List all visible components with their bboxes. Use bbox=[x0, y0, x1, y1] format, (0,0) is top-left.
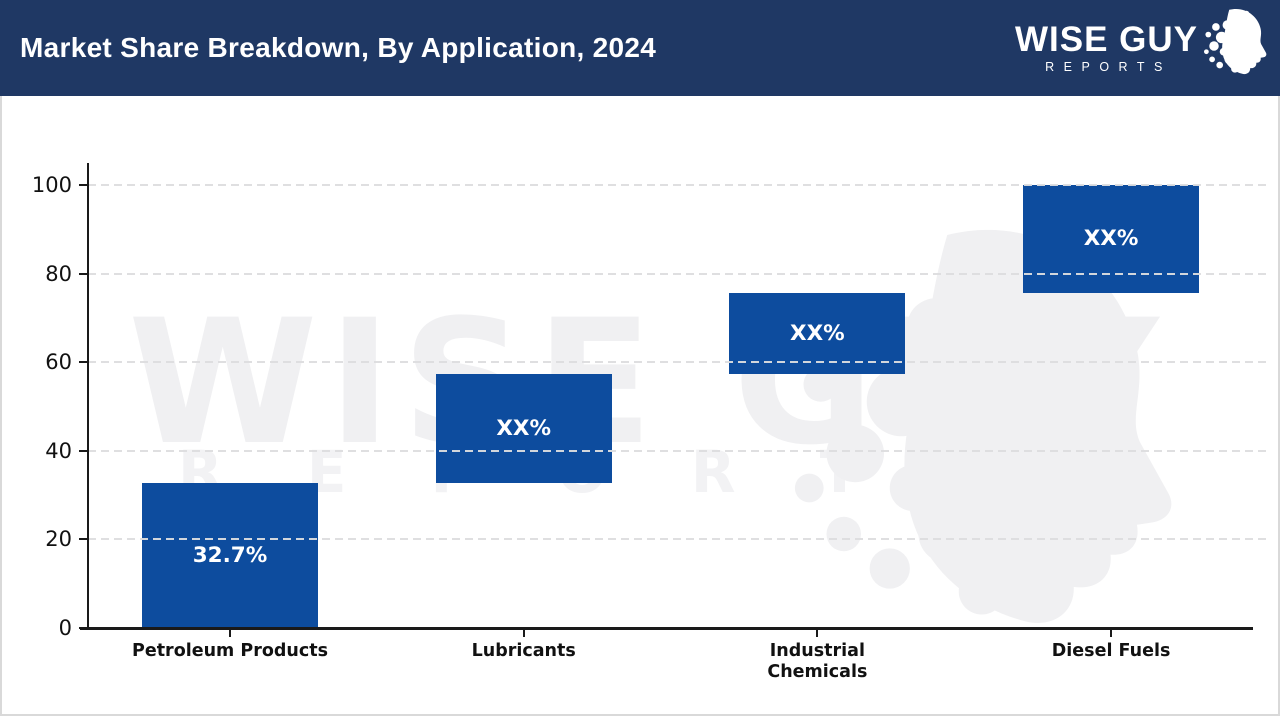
x-label-diesel-fuels: Diesel Fuels bbox=[1051, 641, 1171, 661]
x-tick-industrial-chemicals bbox=[816, 629, 819, 637]
wiseguy-logo-text: WISE GUY REPORTS bbox=[1015, 22, 1198, 74]
x-label-industrial-chemicals: Industrial Chemicals bbox=[767, 641, 868, 683]
x-label-petroleum-products: Petroleum Products bbox=[132, 641, 328, 661]
gridline-60 bbox=[88, 361, 1266, 364]
gridline-20 bbox=[88, 538, 1266, 541]
gridline-100 bbox=[88, 184, 1266, 186]
gridline-80 bbox=[88, 272, 1266, 275]
y-tick-label-80: 80 bbox=[45, 261, 72, 286]
y-tick-label-0: 0 bbox=[58, 616, 72, 640]
bar-diesel-fuels: XX% bbox=[1023, 185, 1200, 293]
bar-value-label: XX% bbox=[790, 320, 845, 346]
wiseguy-logo: WISE GUY REPORTS bbox=[1015, 8, 1268, 88]
bar-value-label: 32.7% bbox=[192, 543, 268, 569]
gridline-40 bbox=[88, 449, 1266, 452]
y-tick-80 bbox=[79, 272, 87, 275]
y-tick-20 bbox=[79, 538, 87, 541]
bar-value-label: XX% bbox=[496, 416, 552, 442]
chart-title: Market Share Breakdown, By Application, … bbox=[20, 32, 657, 63]
x-axis bbox=[80, 627, 1253, 630]
logo-sub-text: REPORTS bbox=[1045, 60, 1172, 74]
x-tick-lubricants bbox=[522, 629, 525, 637]
y-tick-label-20: 20 bbox=[45, 527, 72, 552]
bar-industrial-chemicals: XX% bbox=[729, 292, 906, 375]
bar-petroleum-products: 32.7% bbox=[142, 483, 318, 628]
y-tick-40 bbox=[79, 449, 87, 452]
bar-lubricants: XX% bbox=[435, 374, 612, 484]
y-tick-60 bbox=[79, 361, 87, 364]
x-tick-petroleum-products bbox=[229, 629, 231, 637]
header-bar: Market Share Breakdown, By Application, … bbox=[0, 0, 1280, 96]
wiseguy-head-icon bbox=[1200, 6, 1268, 90]
y-tick-label-100: 100 bbox=[31, 173, 72, 197]
bar-value-label: XX% bbox=[1083, 226, 1139, 252]
x-label-lubricants: Lubricants bbox=[471, 641, 576, 661]
logo-name-text: WISE GUY bbox=[1014, 20, 1198, 59]
y-tick-0 bbox=[79, 627, 87, 629]
y-tick-label-60: 60 bbox=[45, 350, 72, 375]
x-tick-diesel-fuels bbox=[1110, 629, 1113, 637]
y-tick-label-40: 40 bbox=[45, 438, 72, 463]
y-axis bbox=[87, 163, 89, 630]
y-tick-100 bbox=[79, 184, 87, 186]
